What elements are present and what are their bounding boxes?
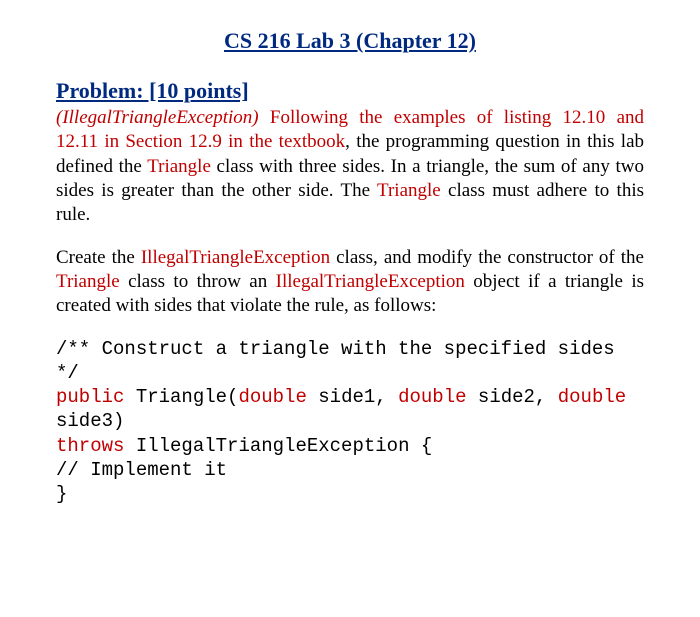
keyword-double-3: double bbox=[558, 386, 626, 408]
code-t3: side2, bbox=[467, 386, 558, 408]
problem-heading: Problem: [10 points] bbox=[56, 78, 644, 104]
para2-red-3: IllegalTriangleException bbox=[276, 271, 465, 292]
para2-black-2: class, and modify the constructor of the bbox=[330, 247, 644, 268]
code-t1: Triangle( bbox=[124, 386, 238, 408]
code-block: /** Construct a triangle with the specif… bbox=[56, 337, 644, 507]
para-1: (IllegalTriangleException) Following the… bbox=[56, 106, 644, 228]
code-t5: IllegalTriangleException { bbox=[124, 435, 432, 457]
page-title: CS 216 Lab 3 (Chapter 12) bbox=[56, 28, 644, 54]
para2-red-2: Triangle bbox=[56, 271, 120, 292]
code-impl-comment: // Implement it bbox=[56, 459, 227, 481]
para2-black-3: class to throw an bbox=[120, 271, 276, 292]
para1-red-3: Triangle bbox=[377, 180, 441, 201]
keyword-public: public bbox=[56, 386, 124, 408]
keyword-throws: throws bbox=[56, 435, 124, 457]
para-2: Create the IllegalTriangleException clas… bbox=[56, 246, 644, 319]
para1-red-2: Triangle bbox=[147, 156, 211, 177]
code-close-brace: } bbox=[56, 483, 67, 505]
code-t2: side1, bbox=[307, 386, 398, 408]
para2-red-1: IllegalTriangleException bbox=[141, 247, 330, 268]
para2-black-1: Create the bbox=[56, 247, 141, 268]
keyword-double-2: double bbox=[398, 386, 466, 408]
keyword-double-1: double bbox=[238, 386, 306, 408]
para1-italic-red: (IllegalTriangleException) bbox=[56, 107, 259, 128]
code-comment: /** Construct a triangle with the specif… bbox=[56, 338, 626, 384]
